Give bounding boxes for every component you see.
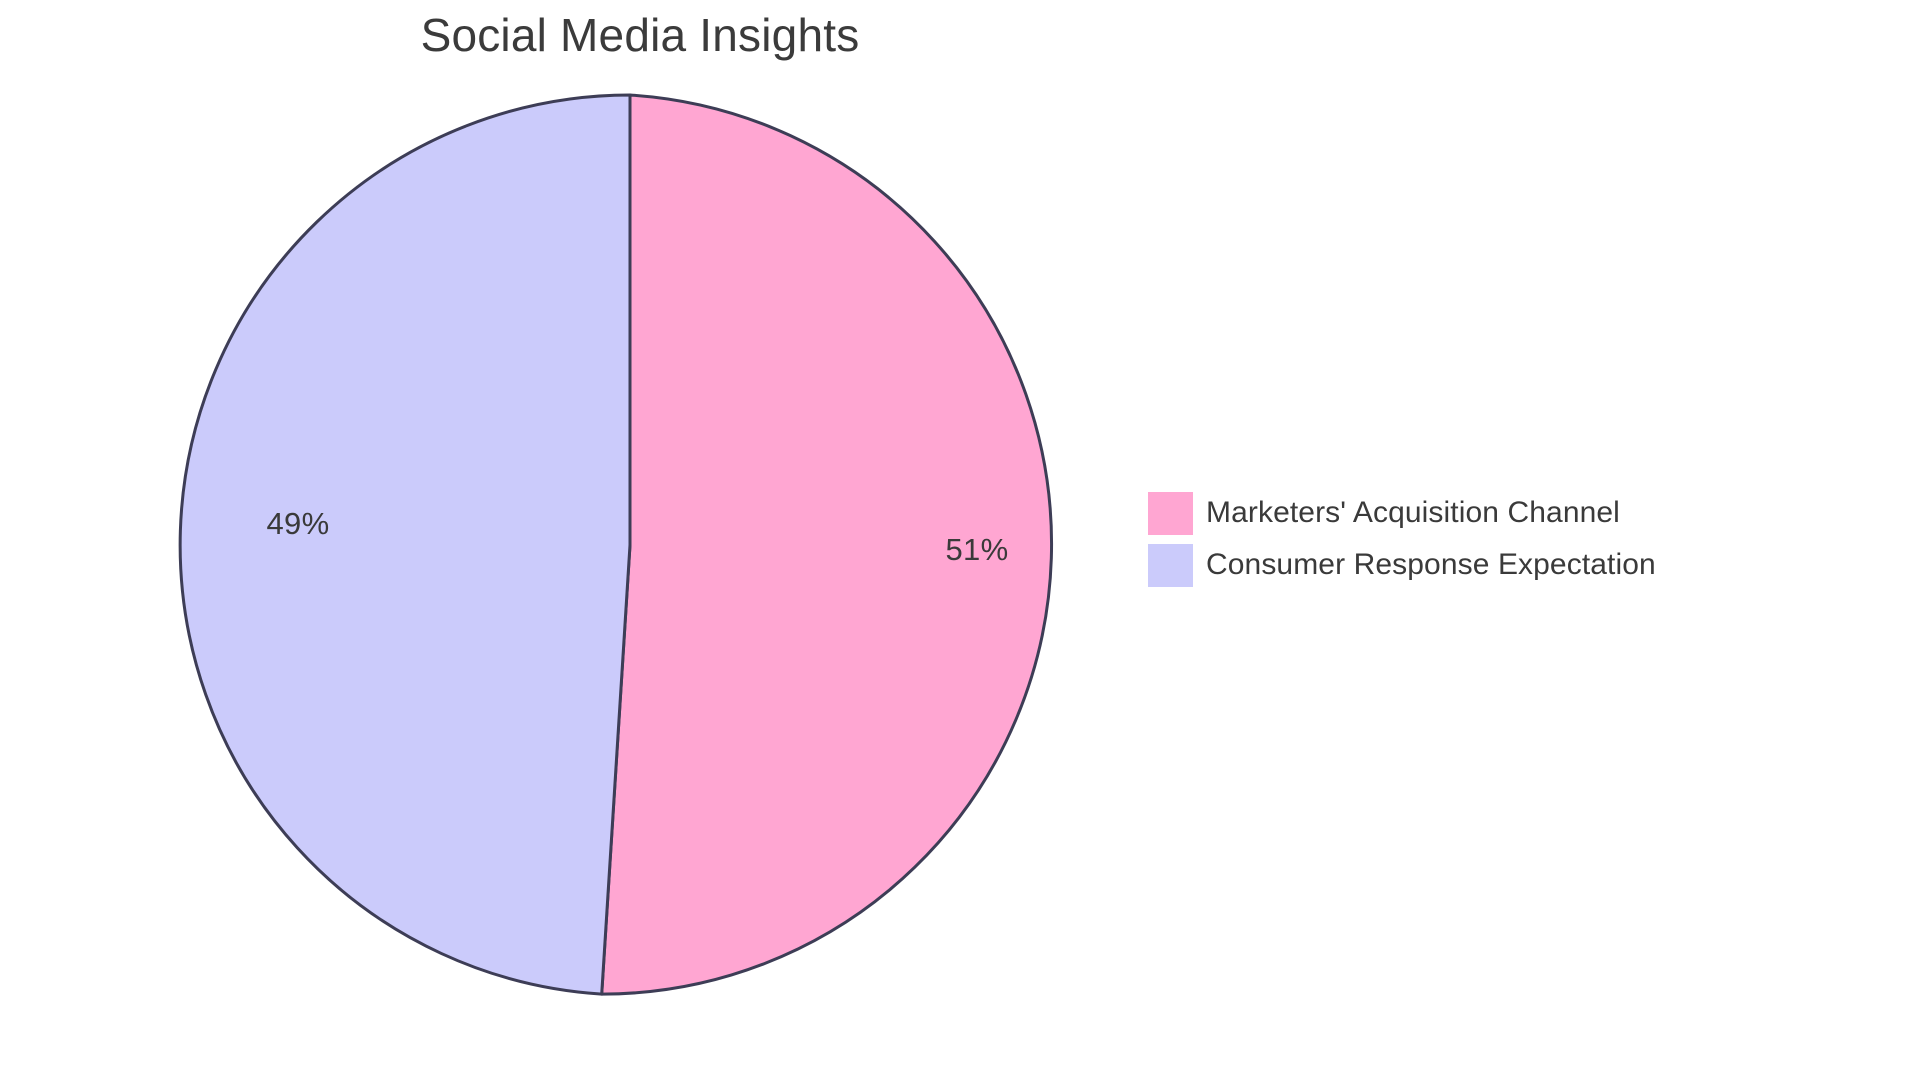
pie-slice-label-51: 51% [946, 532, 1009, 567]
legend-item-consumer-response-expectation[interactable]: Consumer Response Expectation [1148, 539, 1788, 591]
legend-swatch-lavender [1148, 543, 1193, 587]
page-title: Social Media Insights [420, 9, 860, 61]
chart-legend: Marketers' Acquisition Channel Consumer … [1148, 487, 1788, 591]
pie-svg: 51% 49% [178, 93, 1054, 996]
pie-slice-consumer-response-expectation[interactable] [178, 93, 632, 996]
legend-label-consumer-response-expectation: Consumer Response Expectation [1206, 548, 1656, 581]
pie-slice-label-49: 49% [267, 506, 330, 541]
legend-swatch-pink [1148, 491, 1193, 535]
pie-plot-area: 51% 49% [178, 93, 1054, 996]
pie-slice-marketers-acquisition-channel[interactable] [600, 93, 1054, 996]
legend-item-marketers-acquisition-channel[interactable]: Marketers' Acquisition Channel [1148, 487, 1788, 539]
legend-label-marketers-acquisition-channel: Marketers' Acquisition Channel [1206, 496, 1620, 529]
